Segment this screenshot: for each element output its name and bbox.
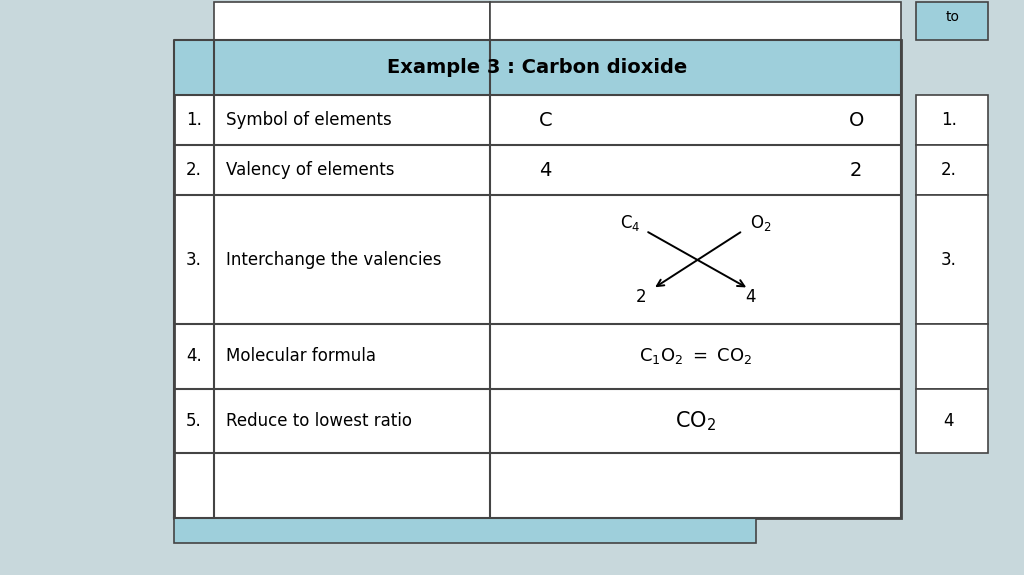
Text: 4: 4 bbox=[540, 161, 552, 180]
Text: $\mathsf{C_1O_2\ =\ CO_2}$: $\mathsf{C_1O_2\ =\ CO_2}$ bbox=[639, 346, 753, 366]
Bar bbox=[214, 2, 490, 40]
Text: 1.: 1. bbox=[941, 111, 956, 129]
Text: 2.: 2. bbox=[941, 162, 956, 179]
Text: Reduce to lowest ratio: Reduce to lowest ratio bbox=[226, 412, 412, 430]
Text: 1.: 1. bbox=[186, 111, 202, 129]
Text: $\mathsf{CO_2}$: $\mathsf{CO_2}$ bbox=[675, 409, 716, 432]
Text: 3.: 3. bbox=[186, 251, 202, 269]
Bar bbox=[916, 2, 988, 40]
Text: $\mathsf{C_4}$: $\mathsf{C_4}$ bbox=[621, 213, 641, 233]
Bar bbox=[174, 40, 901, 95]
Text: 2: 2 bbox=[636, 288, 646, 306]
Text: Valency of elements: Valency of elements bbox=[226, 162, 394, 179]
Bar bbox=[916, 145, 988, 196]
Text: Interchange the valencies: Interchange the valencies bbox=[226, 251, 441, 269]
Bar bbox=[174, 518, 756, 542]
Text: Molecular formula: Molecular formula bbox=[226, 347, 376, 366]
Text: O: O bbox=[849, 111, 864, 130]
Bar bbox=[916, 324, 988, 389]
Text: 5.: 5. bbox=[186, 412, 202, 430]
Text: Example 3 : Carbon dioxide: Example 3 : Carbon dioxide bbox=[387, 58, 688, 77]
Text: 4: 4 bbox=[943, 412, 954, 430]
Text: Symbol of elements: Symbol of elements bbox=[226, 111, 392, 129]
Bar bbox=[916, 389, 988, 453]
Bar bbox=[490, 2, 901, 40]
Text: 2: 2 bbox=[850, 161, 862, 180]
Text: 4: 4 bbox=[745, 288, 756, 306]
Bar bbox=[916, 196, 988, 324]
Text: to: to bbox=[945, 10, 959, 25]
Text: 3.: 3. bbox=[941, 251, 956, 269]
Text: C: C bbox=[539, 111, 552, 130]
Text: 2.: 2. bbox=[186, 162, 202, 179]
Bar bbox=[916, 95, 988, 145]
Text: 4.: 4. bbox=[186, 347, 202, 366]
Bar bbox=[174, 40, 901, 518]
Text: $\mathsf{O_2}$: $\mathsf{O_2}$ bbox=[750, 213, 771, 233]
